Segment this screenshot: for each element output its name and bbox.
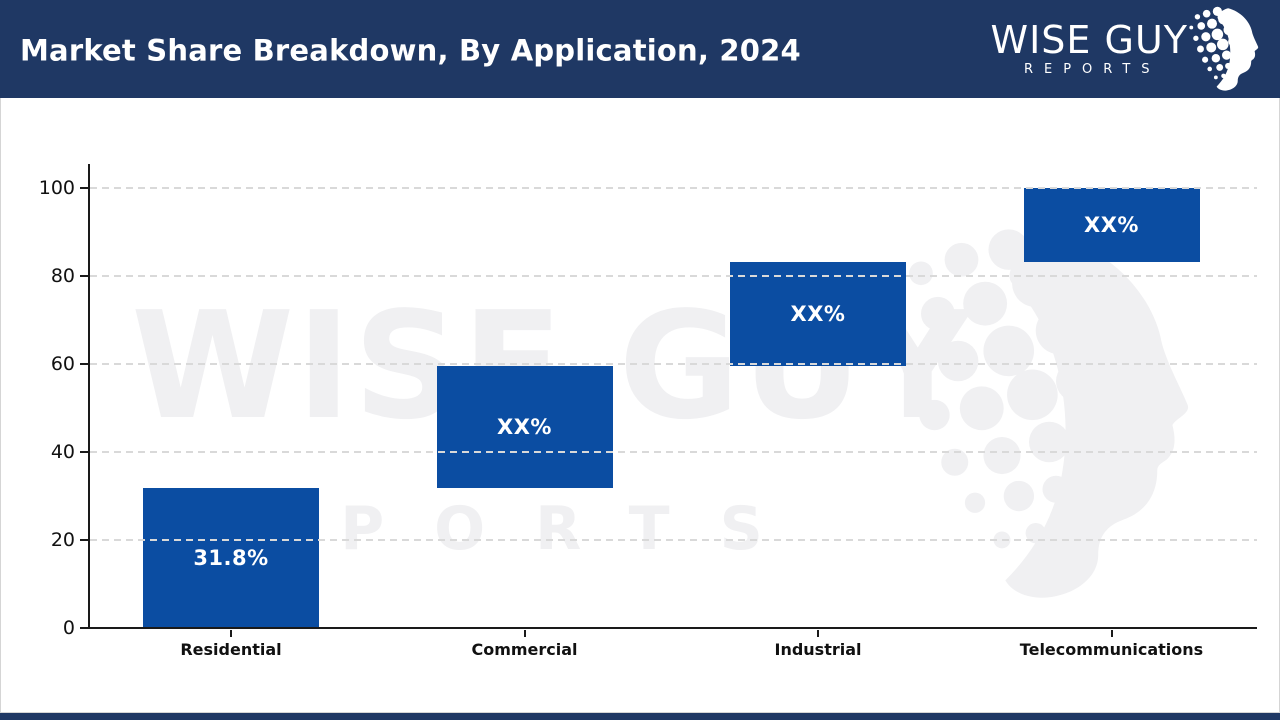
y-tick-mark: [80, 186, 88, 189]
y-tick-mark: [80, 274, 88, 277]
y-tick-label: 20: [50, 528, 75, 551]
plot-area: 0 20 40 60 80 100 31.8% Residential XX% Commercia…: [1, 98, 1280, 713]
gridline: [90, 450, 1257, 453]
y-tick-label: 80: [50, 264, 75, 287]
gridline: [90, 362, 1257, 365]
x-tick-mark: [230, 630, 232, 637]
y-tick-mark: [80, 450, 88, 453]
x-category-label: Commercial: [471, 640, 578, 659]
x-tick-mark: [523, 630, 526, 637]
logo-wordmark: WISE GUY: [990, 18, 1188, 63]
x-category-label: Industrial: [774, 640, 862, 659]
chart-canvas: WISE GUY REPORTS 02040608010031.8%Reside…: [0, 98, 1280, 713]
x-category-label: Residential: [180, 640, 282, 659]
y-tick-label: 100: [38, 176, 75, 199]
y-tick-mark: [80, 627, 88, 629]
logo-text-block: WISE GUY REPORTS: [990, 18, 1188, 77]
bar-value-label: XX%: [790, 301, 846, 326]
bar-value-label: 31.8%: [193, 545, 269, 570]
y-tick-mark: [80, 362, 88, 365]
x-category-label: Telecommunications: [1019, 640, 1204, 659]
bar: XX%: [1023, 187, 1200, 262]
gridline: [90, 274, 1257, 277]
chart-title: Market Share Breakdown, By Application, …: [20, 33, 801, 68]
gridline: [90, 538, 1257, 541]
bar: 31.8%: [143, 487, 319, 628]
y-axis-line: [88, 164, 90, 629]
x-tick-mark: [1110, 630, 1113, 637]
header-bar: Market Share Breakdown, By Application, …: [0, 0, 1280, 98]
bar: XX%: [730, 261, 906, 367]
y-tick-label: 0: [62, 617, 75, 639]
brand-logo: WISE GUY REPORTS: [991, 2, 1272, 96]
y-tick-label: 60: [50, 352, 75, 375]
y-tick-mark: [80, 538, 88, 541]
x-axis-line: [88, 627, 1257, 629]
bar-value-label: XX%: [1084, 212, 1139, 237]
logo-subtitle: REPORTS: [1023, 61, 1161, 77]
bar-value-label: XX%: [497, 415, 552, 440]
bar: XX%: [436, 366, 613, 488]
y-tick-label: 40: [50, 440, 75, 463]
gridline: [90, 186, 1257, 189]
footer-bar: [0, 712, 1280, 720]
x-tick-mark: [817, 630, 819, 637]
